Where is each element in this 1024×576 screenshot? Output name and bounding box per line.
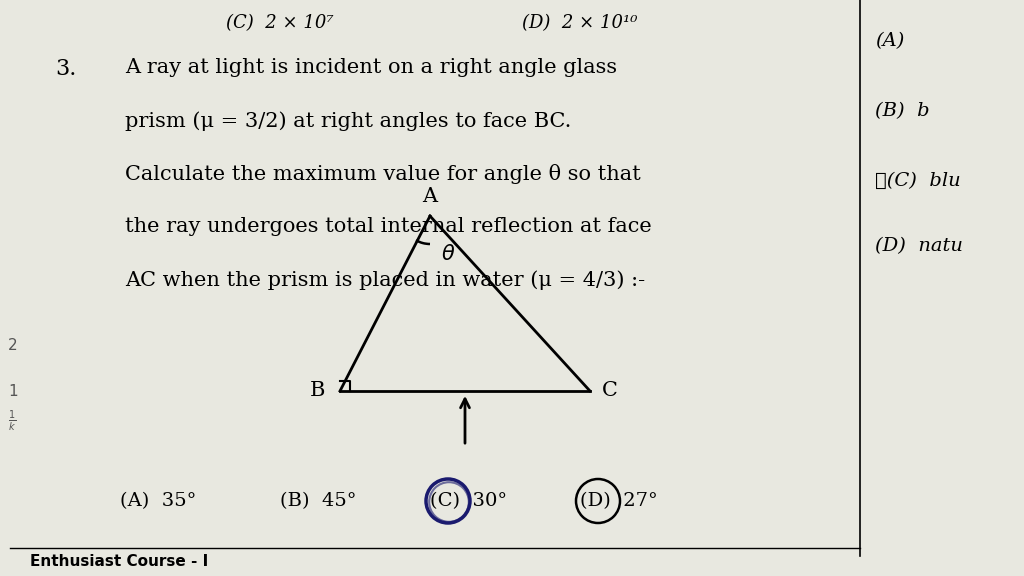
Text: prism (μ = 3/2) at right angles to face BC.: prism (μ = 3/2) at right angles to face … (125, 111, 571, 131)
Text: AC when the prism is placed in water (μ = 4/3) :-: AC when the prism is placed in water (μ … (125, 270, 645, 290)
Text: (D)  27°: (D) 27° (580, 492, 657, 510)
Text: B: B (309, 381, 325, 400)
Text: 2: 2 (8, 339, 17, 354)
Text: (D)  natu: (D) natu (874, 237, 963, 255)
Text: (C)  30°: (C) 30° (430, 492, 507, 510)
Text: C: C (602, 381, 617, 400)
Text: $\frac{1}{k}$: $\frac{1}{k}$ (8, 408, 16, 434)
Text: (B)  b: (B) b (874, 102, 930, 120)
Text: (D)  2 × 10¹⁰: (D) 2 × 10¹⁰ (522, 14, 638, 32)
Text: 3.: 3. (55, 58, 77, 80)
Text: $\theta$: $\theta$ (440, 244, 456, 264)
Text: 1: 1 (8, 384, 17, 399)
Text: the ray undergoes total internal reflection at face: the ray undergoes total internal reflect… (125, 217, 651, 236)
Text: A: A (423, 187, 437, 206)
Text: (A): (A) (874, 32, 904, 50)
Text: ✓(C)  blu: ✓(C) blu (874, 172, 961, 190)
Text: (B)  45°: (B) 45° (280, 492, 356, 510)
Text: (C)  2 × 10⁷: (C) 2 × 10⁷ (226, 14, 334, 32)
Text: A ray at light is incident on a right angle glass: A ray at light is incident on a right an… (125, 58, 617, 77)
Text: (A)  35°: (A) 35° (120, 492, 197, 510)
Text: Enthusiast Course - I: Enthusiast Course - I (30, 554, 208, 569)
Text: Calculate the maximum value for angle θ so that: Calculate the maximum value for angle θ … (125, 164, 641, 184)
